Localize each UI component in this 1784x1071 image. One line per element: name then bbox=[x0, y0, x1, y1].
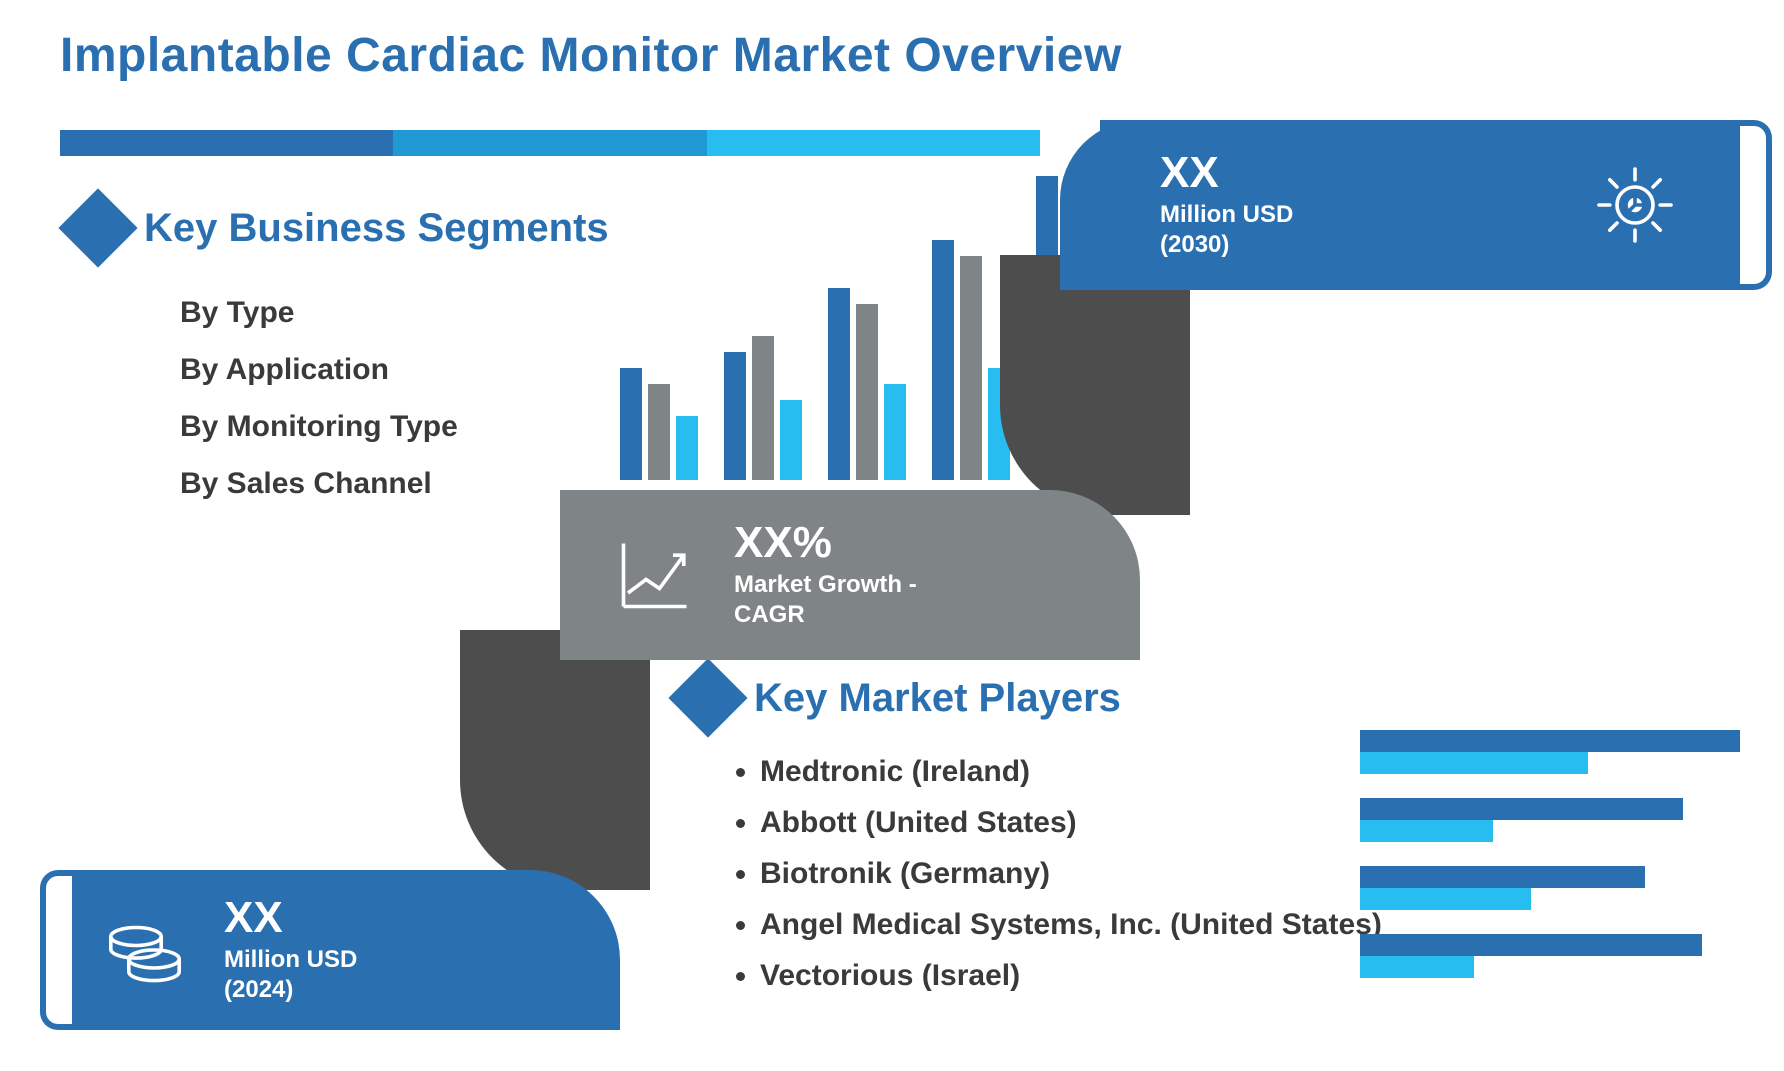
bar bbox=[676, 416, 698, 480]
top-bar-segment bbox=[707, 130, 1040, 156]
player-item: Abbott (United States) bbox=[760, 797, 1382, 848]
hbar bbox=[1360, 888, 1531, 910]
ribbon-endcap-right bbox=[1740, 120, 1772, 290]
segment-item: By Monitoring Type bbox=[180, 398, 609, 455]
segment-item: By Application bbox=[180, 341, 609, 398]
horizontal-bar-chart bbox=[1360, 730, 1740, 978]
bar bbox=[780, 400, 802, 480]
stat-cagr-label: Market Growth -CAGR bbox=[734, 570, 917, 630]
ribbon-joint-upper bbox=[1000, 255, 1190, 515]
bar bbox=[752, 336, 774, 480]
hbar-row bbox=[1360, 730, 1740, 774]
player-item: Vectorious (Israel) bbox=[760, 950, 1382, 1001]
stat-cagr-value: XX% bbox=[734, 520, 917, 566]
top-bar-segment bbox=[393, 130, 707, 156]
hbar-row bbox=[1360, 934, 1740, 978]
bar bbox=[828, 288, 850, 480]
players-list: Medtronic (Ireland)Abbott (United States… bbox=[760, 746, 1382, 1001]
ribbon-joint-lower bbox=[460, 630, 650, 890]
growth-icon bbox=[610, 530, 700, 620]
player-item: Biotronik (Germany) bbox=[760, 848, 1382, 899]
bar-group bbox=[724, 336, 802, 480]
top-bar-segment bbox=[60, 130, 393, 156]
ribbon-endcap-left bbox=[40, 870, 72, 1030]
stat-2030-unit: Million USD(2030) bbox=[1160, 200, 1293, 260]
segment-item: By Type bbox=[180, 284, 609, 341]
hbar bbox=[1360, 820, 1493, 842]
bar bbox=[960, 256, 982, 480]
hbar bbox=[1360, 866, 1645, 888]
ribbon-stat-2030: XX Million USD(2030) bbox=[1100, 120, 1740, 290]
players-section: Key Market Players Medtronic (Ireland)Ab… bbox=[680, 670, 1382, 1001]
hbar bbox=[1360, 934, 1702, 956]
bar bbox=[884, 384, 906, 480]
bar bbox=[724, 352, 746, 480]
bar bbox=[620, 368, 642, 480]
hbar-row bbox=[1360, 866, 1740, 910]
player-item: Angel Medical Systems, Inc. (United Stat… bbox=[760, 899, 1382, 950]
bar-group bbox=[620, 368, 698, 480]
tri-color-bar bbox=[60, 130, 1040, 156]
hbar bbox=[1360, 752, 1588, 774]
ribbon-stat-2024: XX Million USD(2024) bbox=[60, 870, 620, 1030]
hbar-row bbox=[1360, 798, 1740, 842]
stat-2030-value: XX bbox=[1160, 150, 1293, 196]
stat-2024-unit: Million USD(2024) bbox=[224, 945, 357, 1005]
hbar bbox=[1360, 730, 1740, 752]
page-title: Implantable Cardiac Monitor Market Overv… bbox=[60, 28, 1122, 83]
idea-icon bbox=[1590, 160, 1680, 250]
players-heading: Key Market Players bbox=[754, 676, 1121, 721]
segments-section: Key Business Segments By TypeBy Applicat… bbox=[70, 200, 609, 512]
bar-group bbox=[932, 240, 1010, 480]
coins-icon bbox=[100, 905, 190, 995]
diamond-bullet-icon bbox=[668, 658, 747, 737]
bar bbox=[856, 304, 878, 480]
segments-list: By TypeBy ApplicationBy Monitoring TypeB… bbox=[180, 284, 609, 512]
bar bbox=[932, 240, 954, 480]
player-item: Medtronic (Ireland) bbox=[760, 746, 1382, 797]
hbar bbox=[1360, 798, 1683, 820]
segments-heading: Key Business Segments bbox=[144, 206, 609, 251]
bar-group bbox=[828, 288, 906, 480]
stat-2024-value: XX bbox=[224, 895, 357, 941]
hbar bbox=[1360, 956, 1474, 978]
ribbon-stat-cagr: XX% Market Growth -CAGR bbox=[560, 490, 1140, 660]
diamond-bullet-icon bbox=[58, 188, 137, 267]
bar bbox=[648, 384, 670, 480]
segment-item: By Sales Channel bbox=[180, 455, 609, 512]
